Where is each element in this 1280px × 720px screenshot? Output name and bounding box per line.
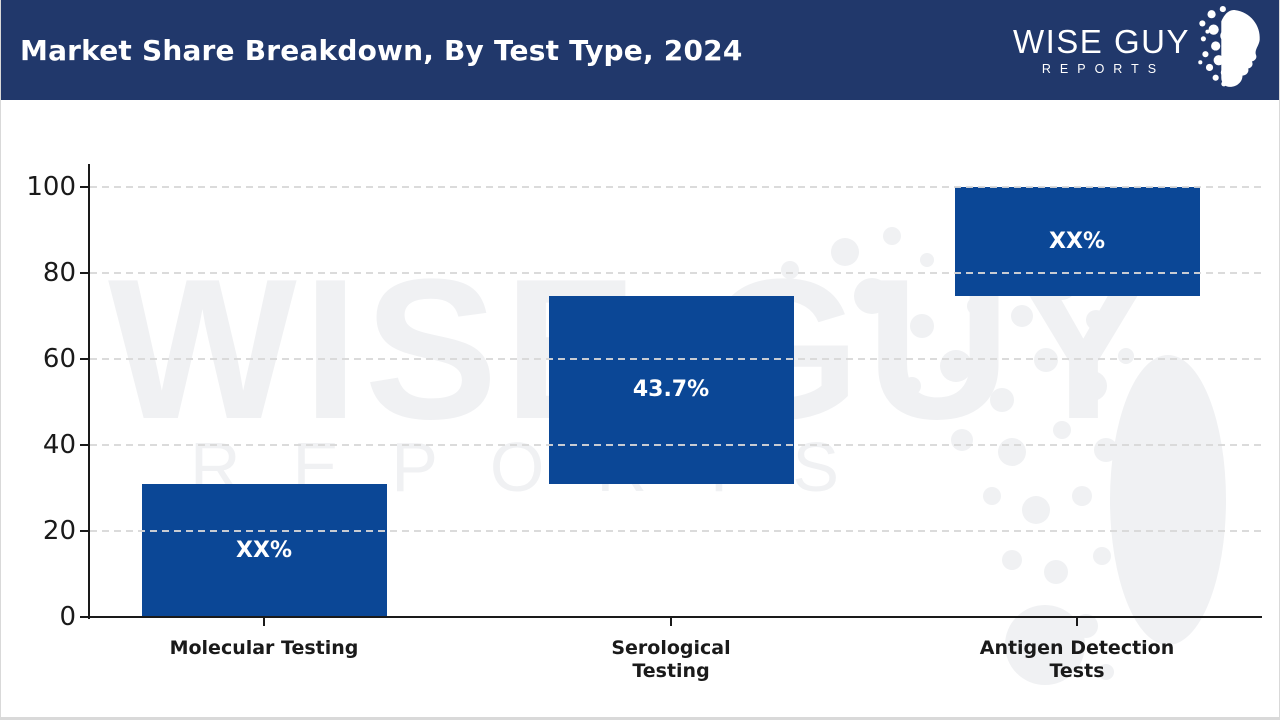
chart-area: WISE GUY REPORTS	[0, 100, 1280, 720]
logo-text: WISE GUY REPORTS	[1013, 25, 1190, 76]
bar-value-label: XX%	[1049, 228, 1105, 254]
logo-wordmark: WISE GUY	[1012, 22, 1190, 60]
bar-value-label: XX%	[236, 537, 292, 563]
header: Market Share Breakdown, By Test Type, 20…	[0, 0, 1280, 100]
logo-head-icon	[1194, 5, 1266, 95]
page-title: Market Share Breakdown, By Test Type, 20…	[20, 33, 743, 67]
bar: XX%	[954, 187, 1200, 296]
logo-subtitle: REPORTS	[1041, 61, 1166, 76]
plot-bars: XX% 43.7% XX%	[0, 100, 1280, 720]
bar: 43.7%	[548, 295, 794, 484]
bar: XX%	[141, 483, 387, 617]
logo: WISE GUY REPORTS	[1013, 5, 1266, 95]
bar-value-label: 43.7%	[632, 377, 710, 403]
